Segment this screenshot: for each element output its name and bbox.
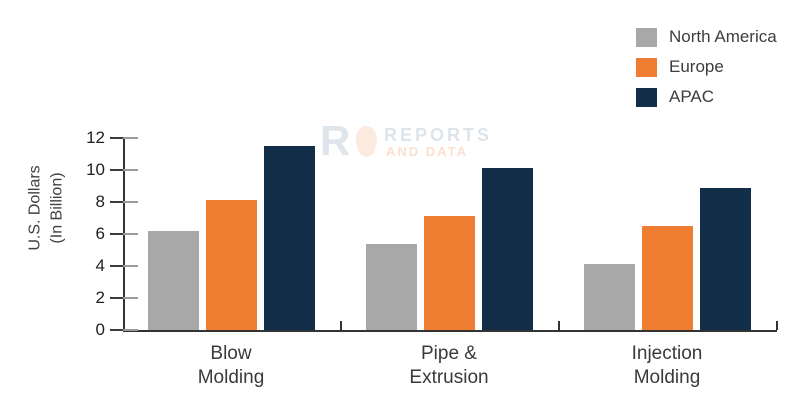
y-axis-tick <box>110 201 138 203</box>
y-axis-tick-label: 2 <box>95 288 105 307</box>
y-axis-tick <box>110 169 138 171</box>
y-axis-tick-label: 12 <box>86 128 105 147</box>
legend-label: North America <box>669 27 777 46</box>
legend-item-apac[interactable]: APAC <box>636 87 714 107</box>
x-axis-tick <box>340 321 342 330</box>
bar-apac-injection-molding[interactable] <box>699 187 751 330</box>
bar-apac-blow-molding[interactable] <box>263 146 315 330</box>
x-axis-tick <box>776 321 778 330</box>
y-axis-tick-label: 0 <box>95 320 105 339</box>
y-axis-tick-label: 6 <box>95 224 105 243</box>
legend-item-europe[interactable]: Europe <box>636 57 724 77</box>
bar-europe-pipe-extrusion[interactable] <box>423 216 475 330</box>
bar-apac-pipe-extrusion[interactable] <box>481 168 533 330</box>
y-axis-tick <box>110 137 138 139</box>
y-axis-title: U.S. Dollars (In Billion) <box>24 165 67 250</box>
legend-swatch <box>636 57 657 77</box>
x-axis-tick <box>558 321 560 330</box>
x-axis-label-pipe-extrusion: Pipe & Extrusion <box>409 343 489 389</box>
x-axis-label-blow-molding: Blow Molding <box>197 343 265 389</box>
y-axis-tick-label: 8 <box>95 192 105 211</box>
y-axis-tick <box>110 329 138 331</box>
bar-europe-blow-molding[interactable] <box>205 200 257 330</box>
y-axis-tick <box>110 233 138 235</box>
legend-item-north-america[interactable]: North America <box>636 27 777 47</box>
bar-north-america-injection-molding[interactable] <box>583 264 635 330</box>
y-axis-title-line1: U.S. Dollars <box>26 165 44 251</box>
legend-swatch <box>636 87 657 107</box>
plot-area: 0 2 4 6 8 10 12 <box>86 128 778 339</box>
bar-north-america-pipe-extrusion[interactable] <box>365 243 417 330</box>
bar-north-america-blow-molding[interactable] <box>147 230 199 330</box>
bar-europe-injection-molding[interactable] <box>641 226 693 330</box>
x-axis-label-injection-molding: Injection Molding <box>631 343 703 389</box>
y-axis-tick-label: 10 <box>86 160 105 179</box>
y-axis-tick-label: 4 <box>95 256 105 275</box>
legend-label: APAC <box>669 87 715 106</box>
y-axis-tick <box>110 265 138 267</box>
y-axis-tick <box>110 297 138 299</box>
legend-swatch <box>636 27 657 47</box>
legend-label: Europe <box>669 57 724 76</box>
